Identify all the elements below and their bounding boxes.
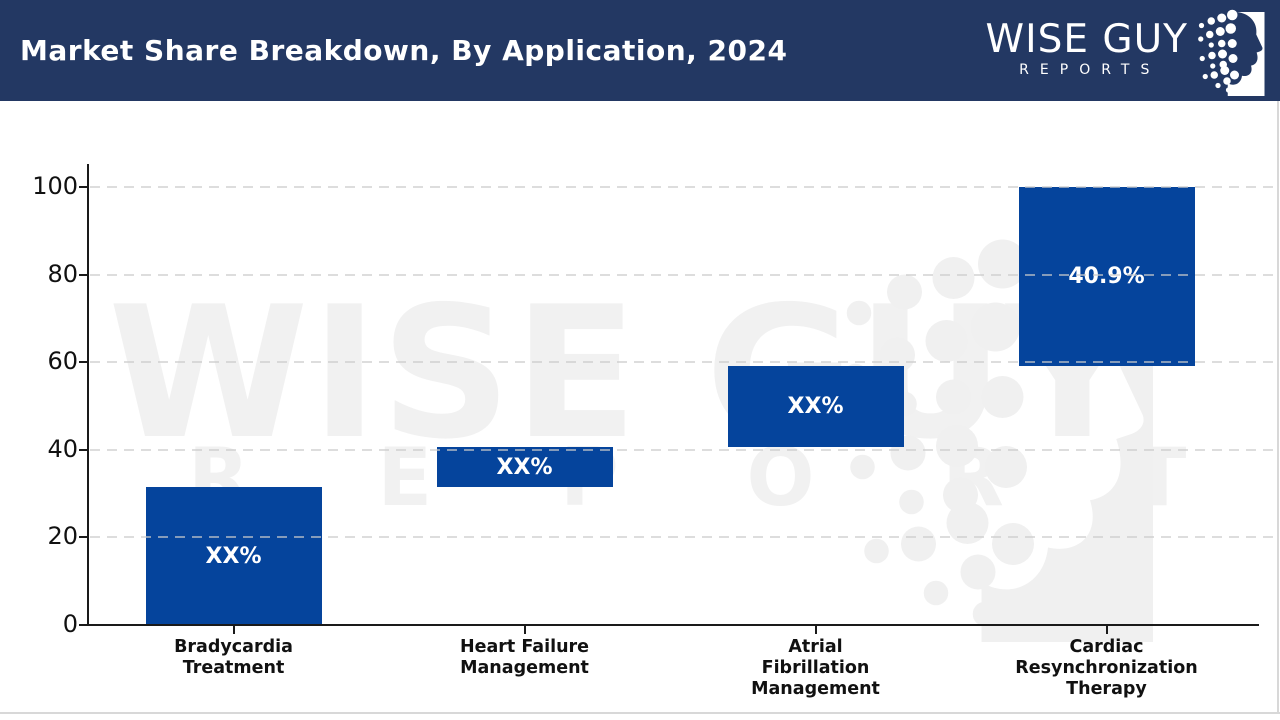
bar-segment: XX%: [727, 366, 904, 448]
y-tick-mark: [79, 536, 87, 539]
y-tick-label: 20: [47, 522, 78, 551]
dotted-head-icon: [1198, 9, 1265, 96]
y-tick-mark: [79, 624, 87, 626]
chart-title: Market Share Breakdown, By Application, …: [20, 34, 788, 67]
y-tick-label: 40: [47, 434, 78, 463]
x-tick-mark: [232, 626, 235, 634]
gridline-40: [90, 448, 1278, 451]
logo-brand-sub: REPORTS: [1019, 62, 1161, 78]
x-category-label: Cardiac Resynchronization Therapy: [1015, 637, 1198, 699]
watermark-dotted-head-icon: [843, 239, 1153, 642]
bar-value-label: 40.9%: [1068, 264, 1145, 290]
x-tick-mark: [523, 626, 526, 634]
y-tick-mark: [79, 361, 87, 364]
logo-brand-name: WISE GUY: [985, 17, 1188, 62]
x-category-label: Heart Failure Management: [459, 637, 590, 678]
figure-bottom-border: [0, 712, 1280, 714]
y-tick-label: 80: [47, 259, 78, 288]
y-tick-mark: [79, 186, 87, 188]
y-tick-label: 0: [62, 609, 78, 638]
x-axis-line: [87, 624, 1259, 626]
wise-guy-reports-logo: WISE GUY REPORTS: [986, 6, 1266, 96]
y-axis-line: [87, 164, 89, 626]
bar-segment: XX%: [436, 447, 613, 488]
gridline-20: [90, 536, 1278, 539]
header-band: Market Share Breakdown, By Application, …: [0, 0, 1280, 101]
x-category-label: Bradycardia Treatment: [174, 637, 293, 678]
gridline-80: [90, 273, 1278, 276]
x-tick-mark: [814, 626, 817, 634]
logo-text: WISE GUY REPORTS: [986, 20, 1188, 78]
bar-segment: 40.9%: [1018, 187, 1195, 367]
bar-segment: XX%: [145, 487, 322, 625]
y-tick-label: 60: [47, 347, 78, 376]
gridline-60: [90, 361, 1278, 364]
figure-right-border: [1277, 101, 1279, 713]
bar-value-label: XX%: [787, 394, 844, 420]
x-tick-mark: [1105, 626, 1108, 634]
x-category-label: Atrial Fibrillation Management: [751, 637, 880, 699]
bar-value-label: XX%: [205, 543, 262, 569]
y-tick-mark: [79, 273, 87, 276]
gridline-100: [90, 186, 1278, 188]
bar-value-label: XX%: [496, 454, 553, 480]
y-tick-mark: [79, 448, 87, 451]
y-tick-label: 100: [32, 171, 78, 200]
